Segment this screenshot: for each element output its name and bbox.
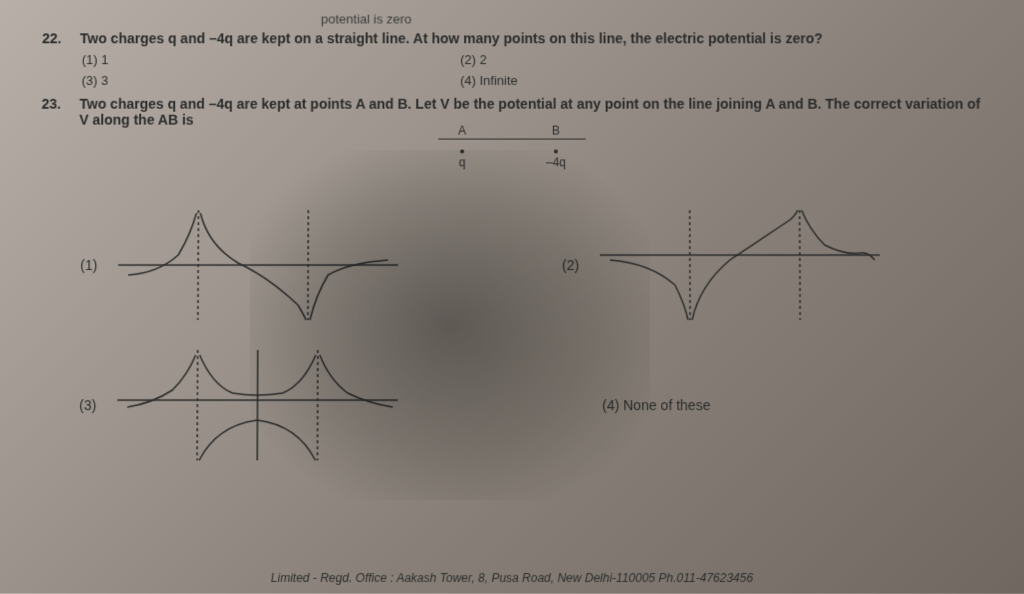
q22-opt4: (4) Infinite: [460, 73, 839, 88]
label-A: A: [458, 124, 466, 138]
q22-opt1: (1) 1: [82, 52, 460, 67]
question-22: 22. Two charges q and –4q are kept on a …: [42, 30, 983, 87]
q23-opt1-label: (1): [80, 257, 108, 273]
charge-line-diagram: A q B –4q: [41, 138, 983, 186]
q23-opt4-label: (4) None of these: [602, 397, 710, 413]
q23-opt2-label: (2): [562, 257, 590, 273]
q23-number: 23.: [41, 96, 69, 128]
charge-B: –4q: [546, 155, 566, 169]
question-23: 23. Two charges q and –4q are kept at po…: [39, 96, 986, 466]
q23-text: Two charges q and –4q are kept at points…: [79, 96, 982, 128]
q22-opt2: (2) 2: [460, 52, 838, 67]
partial-line-top: potential is zero: [321, 12, 982, 27]
q22-opt3: (3) 3: [82, 73, 461, 88]
q23-option-4: (4) None of these: [562, 345, 985, 465]
q23-option-2: (2): [562, 205, 984, 325]
q23-option-3: (3): [79, 345, 502, 465]
label-B: B: [552, 124, 560, 138]
graph-3: [117, 345, 398, 465]
graph-2: [600, 205, 880, 325]
graph-1: [118, 205, 398, 325]
footer-text: Limited - Regd. Office : Aakash Tower, 8…: [0, 571, 1024, 585]
q23-opt3-label: (3): [79, 397, 107, 413]
q22-number: 22.: [42, 30, 70, 46]
q22-text: Two charges q and –4q are kept on a stra…: [80, 30, 982, 46]
q23-option-1: (1): [80, 205, 502, 325]
charge-A: q: [459, 155, 466, 169]
